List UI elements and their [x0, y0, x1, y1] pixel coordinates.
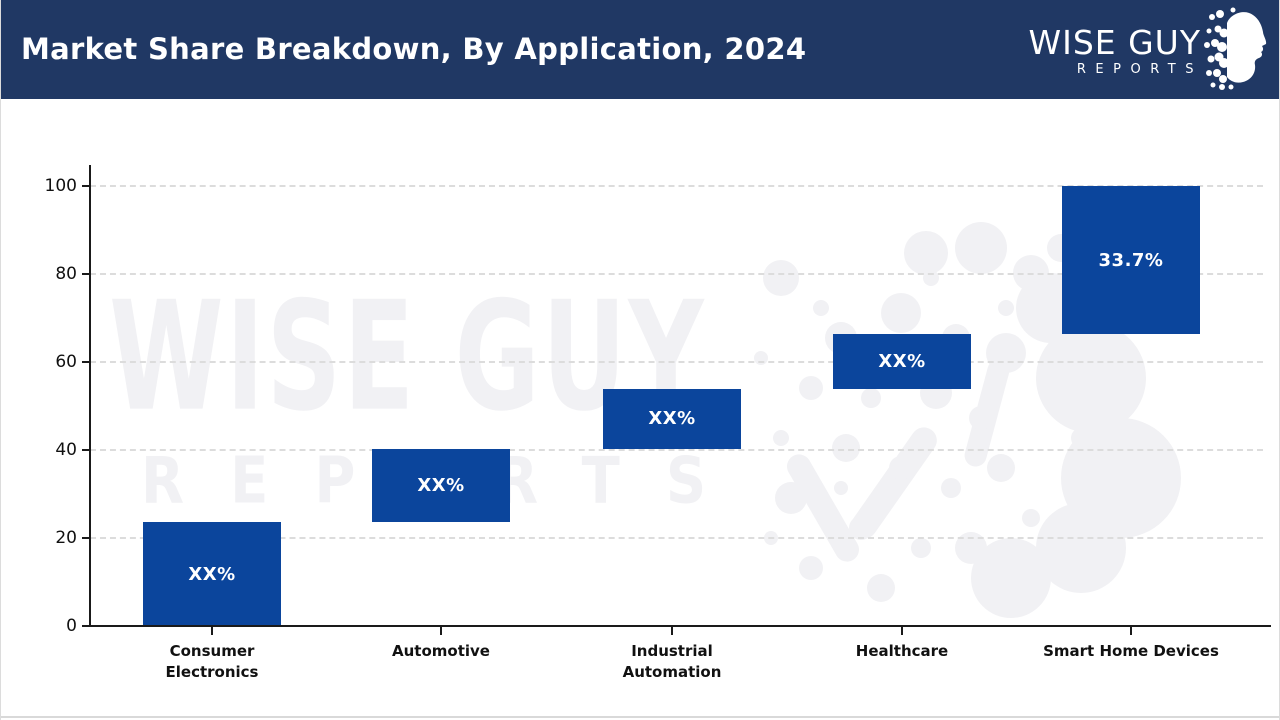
y-tick-mark-60 [82, 361, 90, 363]
bar-automotive: XX% [372, 449, 510, 523]
y-tick-label-100: 100 [44, 176, 77, 196]
logo-dotted-head-icon [1204, 7, 1267, 90]
bar-industrial-automation: XX% [603, 388, 741, 450]
x-tick-mark-healthcare [901, 627, 903, 635]
y-tick-mark-0 [82, 625, 90, 627]
x-category-label-automotive: Automotive [392, 642, 490, 660]
x-category-label-industrial-automation: Industrial Automation [622, 642, 722, 681]
logo-wordmark: WISE GUY [1028, 23, 1201, 62]
logo-subtext: REPORTS [1076, 62, 1203, 77]
chart-title: Market Share Breakdown, By Application, … [21, 32, 807, 66]
x-category-label-smart-home-devices: Smart Home Devices [1043, 642, 1219, 660]
bar-value-label-healthcare: XX% [878, 351, 926, 373]
bar-value-label-automotive: XX% [417, 475, 465, 497]
y-axis-line [89, 165, 91, 627]
y-tick-label-40: 40 [55, 440, 77, 460]
x-category-label-consumer-electronics: Consumer Electronics [165, 642, 259, 681]
y-tick-mark-80 [82, 273, 90, 275]
wise-guy-logo: WISE GUY REPORTS [999, 5, 1269, 95]
y-tick-mark-100 [82, 185, 90, 187]
y-tick-mark-40 [82, 449, 90, 451]
y-tick-mark-20 [82, 537, 90, 539]
y-tick-label-0: 0 [66, 616, 77, 636]
y-tick-label-60: 60 [55, 352, 77, 372]
watermark-dotted-head [754, 222, 1181, 618]
bar-smart-home-devices: 33.7% [1062, 186, 1200, 335]
gridline-20 [90, 537, 1263, 539]
y-tick-label-80: 80 [55, 264, 77, 284]
gridline-80 [90, 273, 1263, 275]
gridline-100 [90, 185, 1263, 187]
bar-value-label-industrial-automation: XX% [648, 408, 696, 430]
bottom-border [1, 716, 1279, 718]
header-bar: Market Share Breakdown, By Application, … [1, 0, 1279, 99]
bar-value-label-consumer-electronics: XX% [188, 563, 236, 585]
y-tick-label-20: 20 [55, 528, 77, 548]
x-axis-line [88, 625, 1271, 627]
x-category-label-healthcare: Healthcare [855, 642, 949, 660]
gridline-60 [90, 361, 1263, 363]
bar-consumer-electronics: XX% [143, 522, 281, 626]
x-tick-mark-industrial-automation [671, 627, 673, 635]
bar-healthcare: XX% [833, 334, 971, 389]
x-tick-mark-consumer-electronics [211, 627, 213, 635]
x-tick-mark-automotive [440, 627, 442, 635]
x-tick-mark-smart-home-devices [1130, 627, 1132, 635]
bar-value-label-smart-home-devices: 33.7% [1098, 249, 1164, 271]
gridline-40 [90, 449, 1263, 451]
